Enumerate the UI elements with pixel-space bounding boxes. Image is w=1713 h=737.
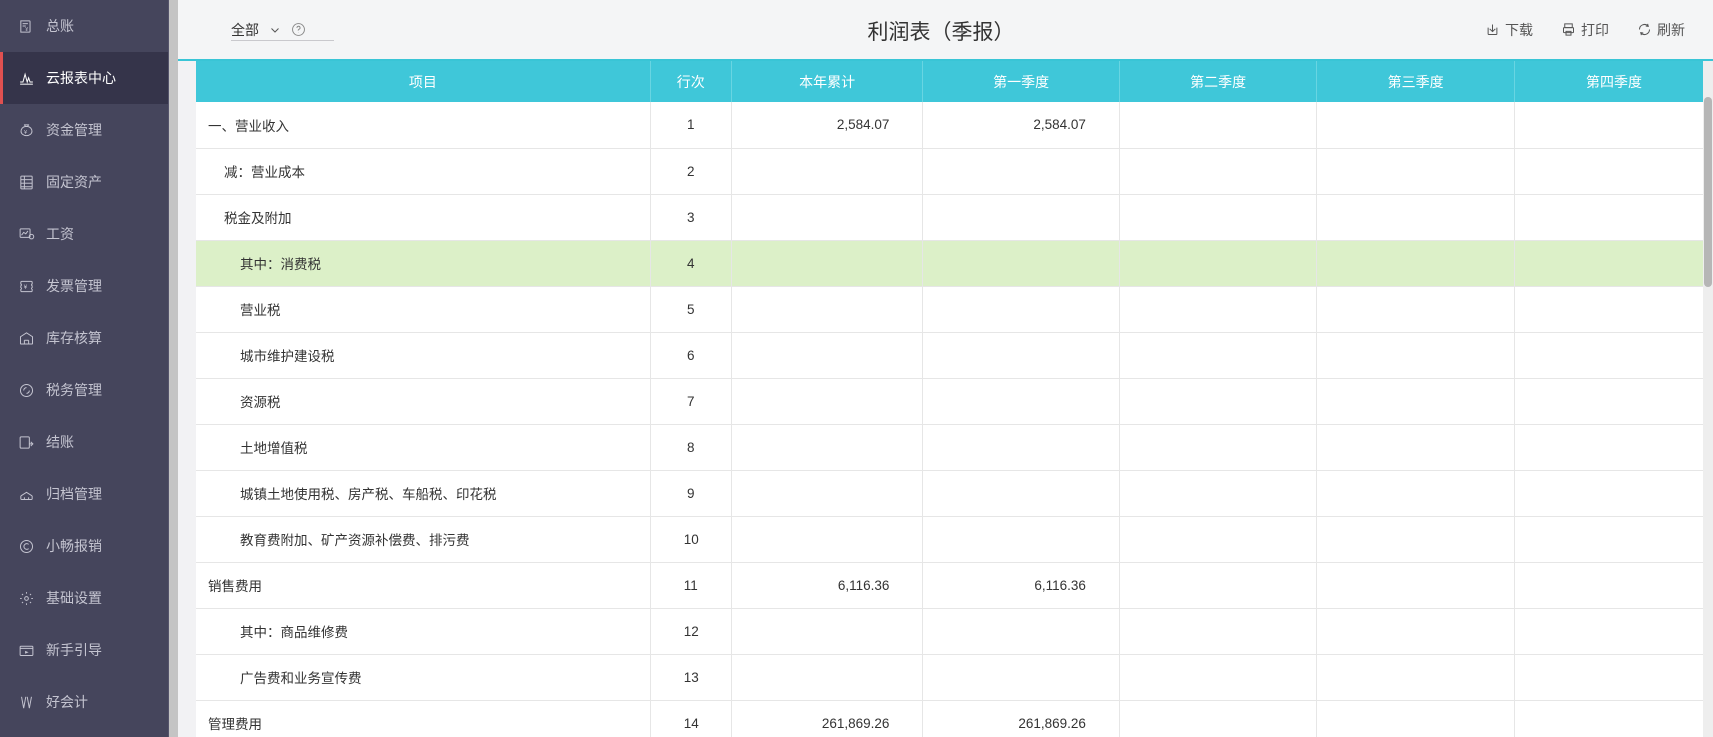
svg-text:¥: ¥ <box>24 284 28 290</box>
svg-text:¥: ¥ <box>25 26 28 32</box>
svg-text:¥: ¥ <box>24 129 28 135</box>
